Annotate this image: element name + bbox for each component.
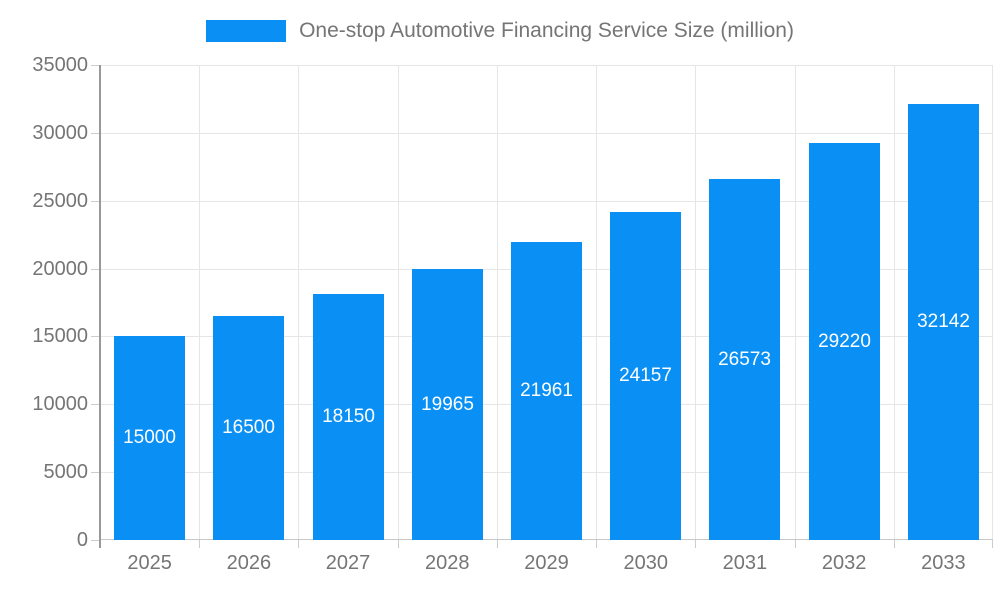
- y-axis-tick-label: 30000: [32, 121, 88, 144]
- x-axis-tick: [795, 540, 796, 548]
- x-axis-tick: [199, 540, 200, 548]
- bar-value-label: 16500: [222, 417, 275, 438]
- legend: One-stop Automotive Financing Service Si…: [0, 16, 1000, 46]
- y-axis-tick: [91, 540, 99, 541]
- gridline-horizontal: [100, 200, 993, 202]
- bar-2026: 16500: [213, 316, 284, 540]
- plot-area: 15000 16500 18150 19965 21961 24157 26573 29220…: [91, 65, 993, 548]
- y-axis-tick: [91, 200, 99, 202]
- x-axis-tick-label: 2026: [226, 552, 272, 574]
- x-axis-tick: [596, 540, 597, 548]
- y-axis-line: [99, 65, 101, 548]
- x-axis-tick-label: 2032: [821, 552, 867, 574]
- bar-value-label: 15000: [123, 427, 176, 448]
- bar-2025: 15000: [114, 336, 185, 540]
- gridline-vertical: [894, 65, 895, 540]
- gridline-vertical: [398, 65, 399, 540]
- gridline-horizontal: [100, 132, 993, 134]
- y-axis-tick-label: 15000: [32, 325, 88, 348]
- y-axis-tick: [91, 336, 99, 338]
- y-axis-tick-label: 0: [76, 529, 88, 551]
- x-axis-tick: [894, 540, 895, 548]
- x-axis-tick: [398, 540, 399, 548]
- y-axis-tick: [91, 472, 99, 474]
- gridline-vertical: [795, 65, 796, 540]
- y-axis-tick: [91, 404, 99, 406]
- y-axis-tick-label: 25000: [32, 189, 88, 212]
- bar-value-label: 21961: [520, 380, 573, 401]
- x-axis-tick-label: 2029: [524, 552, 569, 574]
- y-axis-tick: [91, 132, 99, 134]
- bar-value-label: 19965: [421, 393, 474, 415]
- gridline-vertical: [992, 65, 993, 540]
- y-axis-tick-label: 5000: [43, 461, 89, 484]
- bar-2033: 32142: [908, 104, 979, 540]
- y-axis-tick: [91, 268, 99, 270]
- bar-value-label: 18150: [322, 406, 375, 427]
- y-axis-tick: [91, 65, 99, 66]
- bar-value-label: 26573: [718, 348, 771, 370]
- x-axis-tick: [298, 540, 299, 548]
- y-axis-tick-label: 35000: [32, 54, 88, 76]
- gridline-vertical: [199, 65, 200, 540]
- bar-2032: 29220: [809, 143, 880, 540]
- x-axis-tick-label: 2033: [921, 552, 966, 574]
- gridline-vertical: [596, 65, 597, 540]
- bar-2031: 26573: [709, 179, 780, 540]
- x-axis-labels: 2025 2026 2027 2028 2029 2030 2031 2032 2033: [100, 551, 993, 575]
- bar-2030: 24157: [610, 212, 681, 540]
- x-axis-tick-label: 2031: [722, 552, 768, 574]
- bar-2028: 19965: [412, 269, 483, 540]
- gridline-vertical: [497, 65, 498, 540]
- bar-value-label: 32142: [917, 311, 970, 332]
- x-axis-tick-label: 2027: [325, 552, 371, 574]
- x-axis-tick: [497, 540, 498, 548]
- x-axis-tick: [695, 540, 696, 548]
- y-axis-tick-label: 20000: [32, 257, 88, 280]
- x-axis-tick-label: 2028: [425, 552, 470, 574]
- y-axis-tick-label: 10000: [32, 393, 88, 416]
- x-axis-tick-label: 2025: [127, 552, 172, 574]
- x-axis-tick: [992, 540, 993, 548]
- gridline-vertical: [695, 65, 696, 540]
- bar-value-label: 24157: [619, 365, 672, 386]
- bar-value-label: 29220: [818, 330, 871, 352]
- x-axis-tick-label: 2030: [623, 552, 668, 574]
- legend-label: One-stop Automotive Financing Service Si…: [299, 19, 794, 42]
- gridline-horizontal: [100, 65, 993, 66]
- gridline-vertical: [298, 65, 299, 540]
- bar-2029: 21961: [511, 242, 582, 540]
- legend-swatch: [206, 20, 287, 42]
- bar-2027: 18150: [313, 294, 384, 540]
